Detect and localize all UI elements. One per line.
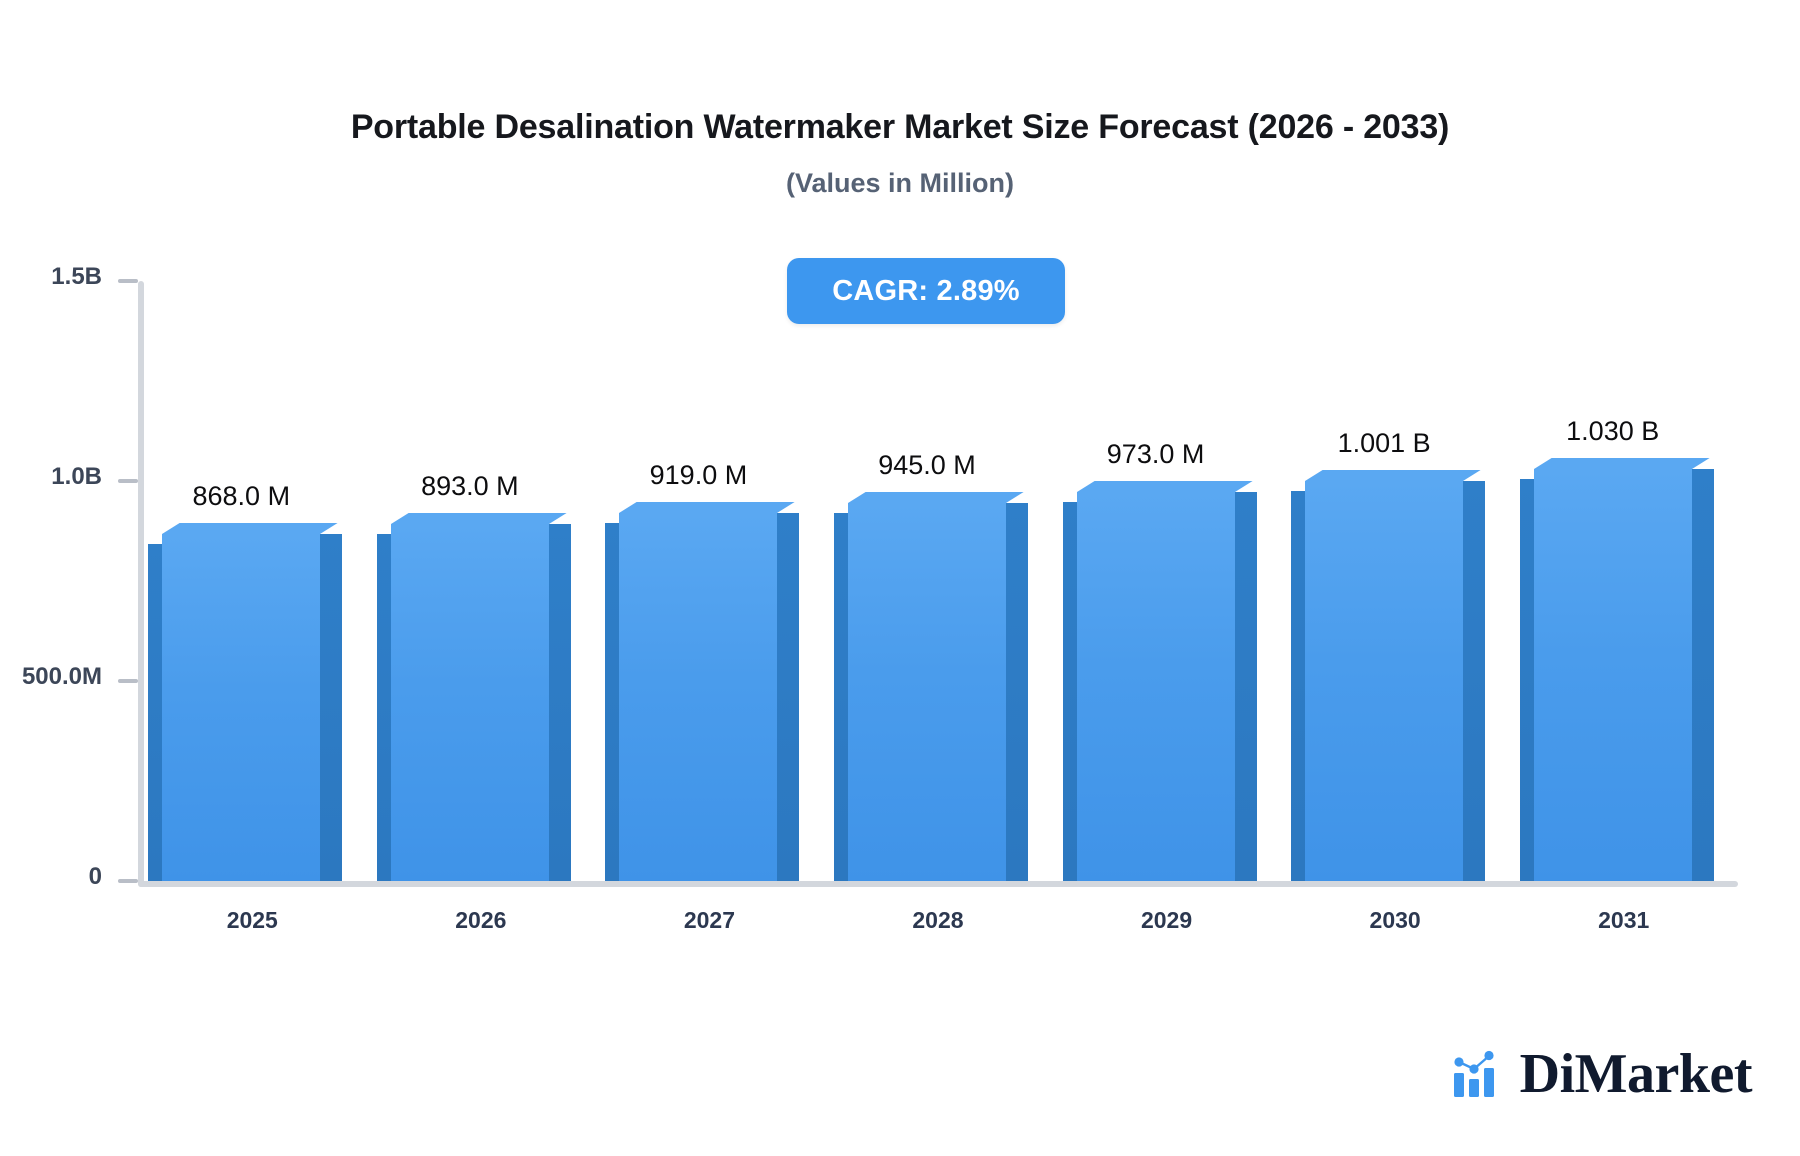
logo-text: DiMarket (1519, 1043, 1753, 1105)
bar-front-face (1076, 491, 1235, 881)
y-axis-tick-mark (118, 879, 138, 883)
x-axis-label: 2028 (912, 907, 964, 933)
y-axis-tick-mark (118, 479, 138, 483)
bar[interactable]: 919.0 M (605, 460, 800, 881)
bar-front-face (848, 503, 1006, 881)
bar-side-right (777, 513, 800, 881)
bar-side-left (834, 513, 848, 881)
bar-side-left (1062, 501, 1077, 881)
y-axis-tick-mark (118, 279, 138, 283)
bar-side-right (1463, 480, 1486, 881)
bar-side-left (376, 533, 391, 881)
x-axis-label: 2029 (1140, 907, 1193, 933)
bar[interactable]: 1.030 B (1519, 416, 1714, 881)
bar-value-label: 868.0 M (192, 480, 291, 511)
chart-title: Portable Desalination Watermaker Market … (350, 108, 1450, 146)
y-axis-tick-label: 500.0M (21, 663, 102, 690)
bar-value-label: 1.001 B (1337, 427, 1431, 458)
y-axis-tick-mark (118, 679, 138, 683)
bar-top-face (1076, 480, 1253, 492)
chart-subtitle: (Values in Million) (785, 168, 1015, 198)
bar-side-right (548, 523, 571, 881)
plot-area: 0 500.0M 1.0B 1.5B 868.0 M 893.0 M 919.0 M 945… (22, 263, 1738, 933)
bar-side-right (320, 533, 343, 881)
bar[interactable]: 945.0 M (834, 450, 1028, 881)
x-axis-label: 2030 (1369, 907, 1421, 933)
bar-top-face (619, 502, 796, 514)
cagr-badge: CAGR: 2.89% (787, 258, 1065, 324)
bar-top-face (1533, 458, 1710, 469)
y-axis-tick-label: 1.0B (51, 463, 102, 490)
x-axis-label: 2031 (1598, 907, 1650, 933)
y-axis-line (138, 281, 144, 887)
bar-side-left (1519, 479, 1534, 881)
bar-value-label: 893.0 M (421, 470, 519, 501)
bar-top-face (390, 512, 567, 524)
bar-top-face (1305, 469, 1481, 481)
bar-front-face (1533, 469, 1692, 881)
bar-side-right (1234, 491, 1257, 881)
bar-front-face (619, 513, 778, 881)
y-axis-tick-label: 1.5B (51, 263, 102, 290)
bar-value-label: 945.0 M (878, 450, 976, 480)
bar-top-face (848, 492, 1024, 503)
bar-side-left (1291, 490, 1306, 881)
dimarket-logo: DiMarket (1452, 1042, 1753, 1106)
y-axis-tick-label: 0 (88, 863, 102, 890)
bar-chart-trend-icon (1453, 1050, 1494, 1097)
bar[interactable]: 868.0 M (148, 481, 343, 881)
bar-top-face (162, 522, 338, 534)
bar-side-left (148, 543, 163, 881)
bar[interactable]: 1.001 B (1291, 428, 1486, 881)
bar-side-left (605, 523, 620, 881)
bar-value-label: 1.030 B (1566, 416, 1660, 446)
x-axis-label: 2025 (226, 907, 278, 933)
bar-value-label: 919.0 M (649, 460, 748, 491)
bar-side-right (1006, 503, 1028, 881)
bar-front-face (162, 533, 321, 881)
bar-value-label: 973.0 M (1106, 438, 1205, 469)
bar[interactable]: 893.0 M (376, 471, 571, 881)
x-axis-label: 2027 (683, 907, 735, 933)
x-axis-label: 2026 (455, 907, 507, 933)
bar[interactable]: 973.0 M (1062, 439, 1257, 881)
x-axis-line (138, 881, 1738, 887)
bar-front-face (390, 523, 549, 881)
bar-side-right (1691, 469, 1714, 881)
bar-front-face (1305, 480, 1464, 881)
